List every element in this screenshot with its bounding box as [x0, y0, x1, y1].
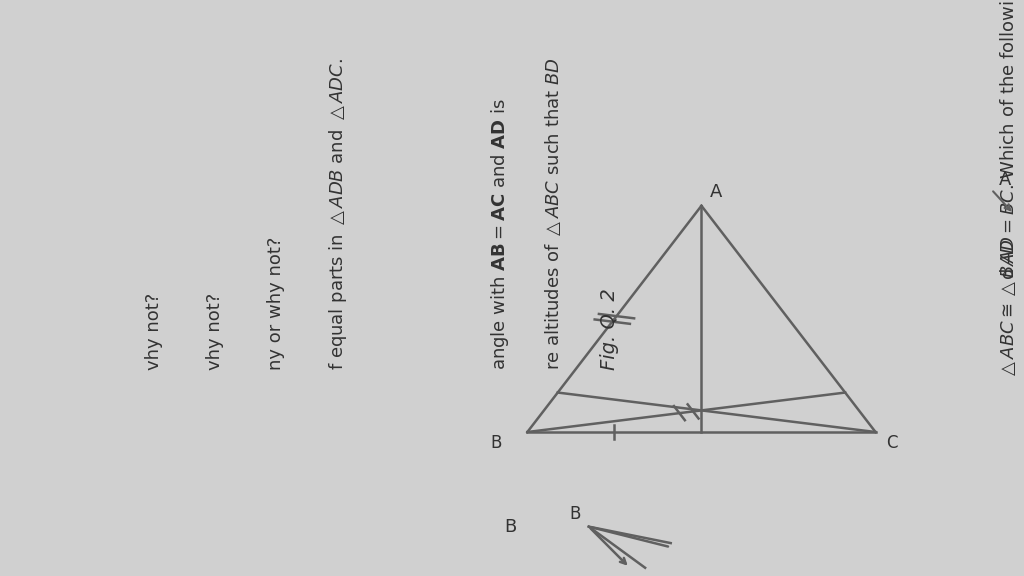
Text: A: A [998, 171, 1011, 189]
Text: Fig. Q. 2: Fig. Q. 2 [600, 289, 618, 370]
Text: C: C [886, 434, 897, 452]
Text: f equal parts in $\triangle ADB$ and $\triangle ADC$.: f equal parts in $\triangle ADB$ and $\t… [327, 58, 349, 370]
Text: $\triangle ABC \cong \triangle BAD$: $\triangle ABC \cong \triangle BAD$ [999, 238, 1018, 378]
Text: vhy not?: vhy not? [144, 293, 163, 370]
Text: angle with $\mathbf{AB} = \mathbf{AC}$ and $\mathbf{AD}$ is: angle with $\mathbf{AB} = \mathbf{AC}$ a… [488, 98, 511, 370]
Text: re altitudes of $\triangle ABC$ such that $BD$: re altitudes of $\triangle ABC$ such tha… [543, 58, 563, 370]
Text: B: B [504, 518, 516, 536]
Text: vhy not?: vhy not? [206, 293, 224, 370]
Text: d $AD = BC$. Which of the followir: d $AD = BC$. Which of the followir [999, 0, 1018, 280]
Text: B: B [569, 505, 581, 522]
Text: A: A [710, 183, 722, 201]
Text: ny or why not?: ny or why not? [267, 237, 286, 370]
Text: B: B [490, 434, 502, 452]
